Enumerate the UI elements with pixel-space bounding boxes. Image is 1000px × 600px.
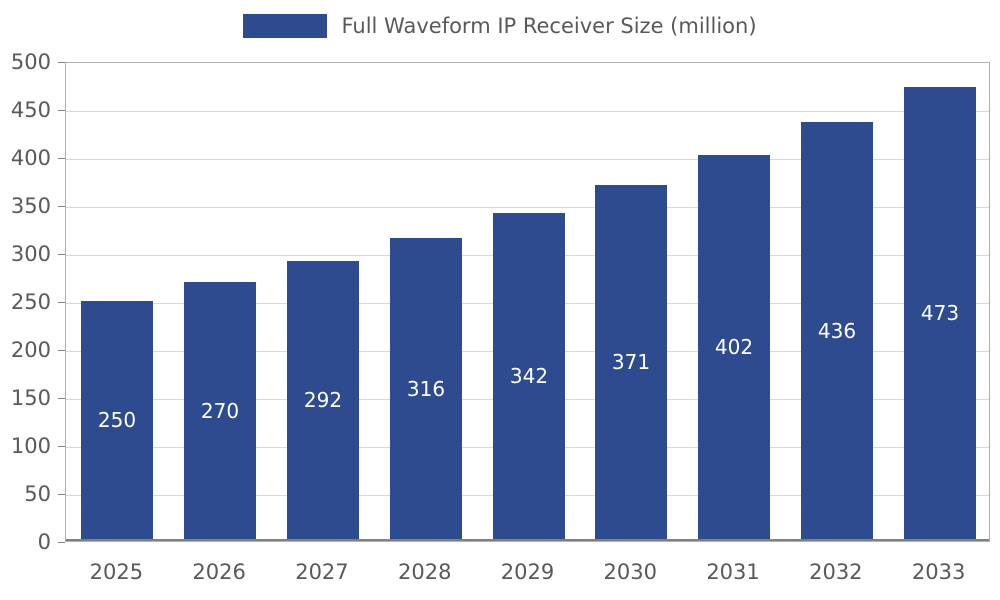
bar-value-label: 371: [611, 350, 651, 374]
y-tick-mark: [58, 398, 65, 399]
y-tick-mark: [58, 62, 65, 63]
x-tick-label: 2032: [809, 560, 863, 584]
y-tick-mark: [58, 350, 65, 351]
bar: 402: [698, 155, 770, 541]
gridline: [66, 111, 989, 112]
bar-value-label: 250: [97, 408, 137, 432]
bar: 436: [801, 122, 873, 541]
chart-legend: Full Waveform IP Receiver Size (million): [0, 14, 1000, 38]
x-tick-label: 2026: [192, 560, 246, 584]
bar-value-label: 342: [509, 364, 549, 388]
y-tick-mark: [58, 446, 65, 447]
y-tick-label: 450: [10, 98, 51, 122]
bar: 473: [904, 87, 976, 541]
legend-swatch: [243, 14, 328, 38]
y-tick-label: 300: [10, 242, 51, 266]
y-tick-mark: [58, 254, 65, 255]
y-tick-label: 200: [10, 338, 51, 362]
y-tick-mark: [58, 158, 65, 159]
bar-value-label: 473: [920, 301, 960, 325]
y-tick-label: 500: [10, 50, 51, 74]
y-tick-label: 0: [37, 530, 51, 554]
bar: 316: [390, 238, 462, 541]
y-tick-mark: [58, 110, 65, 111]
y-tick-label: 100: [10, 434, 51, 458]
y-tick-label: 150: [10, 386, 51, 410]
bar: 292: [287, 261, 359, 541]
bar-value-label: 292: [303, 388, 343, 412]
bar: 250: [81, 301, 153, 541]
x-axis-line: [66, 539, 989, 541]
y-tick-mark: [58, 542, 65, 543]
y-tick-mark: [58, 302, 65, 303]
bar: 270: [184, 282, 256, 541]
y-tick-label: 250: [10, 290, 51, 314]
y-tick-mark: [58, 494, 65, 495]
bar-value-label: 436: [817, 318, 857, 343]
bar-value-label: 316: [406, 376, 446, 401]
gridline: [66, 207, 989, 208]
plot-area: 250 270 292 316 342 371 402 436 473: [65, 62, 990, 542]
y-tick-label: 350: [10, 194, 51, 218]
x-tick-label: 2031: [706, 560, 760, 584]
legend-label: Full Waveform IP Receiver Size (million): [341, 14, 757, 38]
x-tick-label: 2029: [500, 560, 555, 584]
bar-value-label: 402: [714, 335, 754, 359]
y-tick-label: 50: [24, 482, 51, 506]
x-tick-label: 2027: [295, 560, 349, 584]
x-tick-label: 2030: [603, 560, 657, 584]
x-tick-label: 2025: [89, 560, 144, 584]
bar: 371: [595, 185, 667, 541]
bar: 342: [493, 213, 565, 541]
y-tick-mark: [58, 206, 65, 207]
gridline: [66, 159, 989, 160]
x-tick-label: 2028: [397, 560, 452, 584]
x-tick-label: 2033: [911, 560, 966, 584]
y-tick-label: 400: [10, 146, 51, 170]
bar-value-label: 270: [200, 398, 240, 423]
